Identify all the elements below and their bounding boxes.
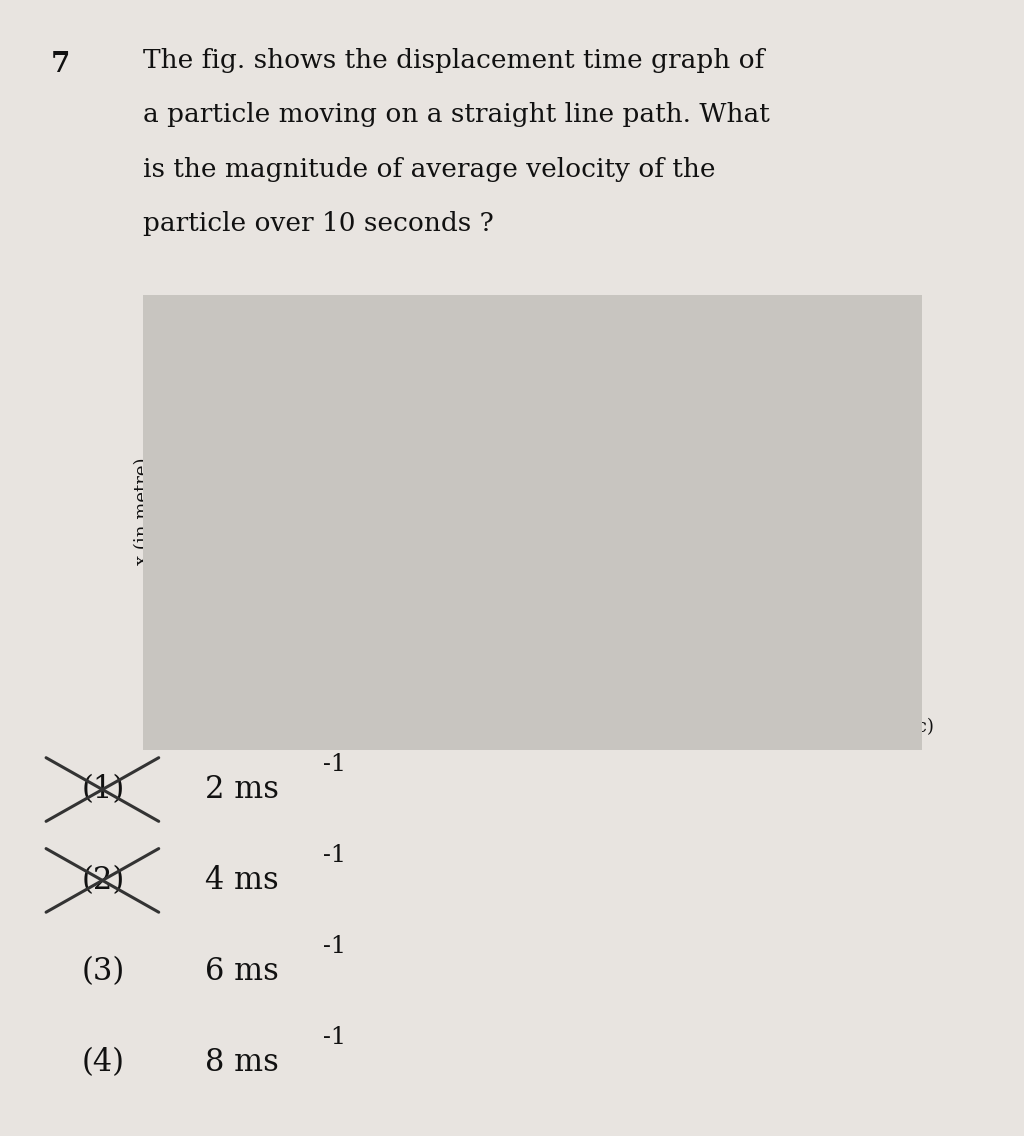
- Text: The fig. shows the displacement time graph of: The fig. shows the displacement time gra…: [143, 48, 765, 73]
- Text: is the magnitude of average velocity of the: is the magnitude of average velocity of …: [143, 157, 716, 182]
- Text: (1): (1): [82, 774, 125, 805]
- Text: -1: -1: [323, 753, 345, 776]
- Text: 10: 10: [193, 641, 215, 658]
- Text: 8 ms: 8 ms: [205, 1046, 279, 1078]
- Text: -1: -1: [323, 844, 345, 867]
- Text: 20: 20: [193, 585, 215, 603]
- Text: (3): (3): [82, 955, 125, 987]
- Text: particle over 10 seconds ?: particle over 10 seconds ?: [143, 211, 495, 236]
- Text: 8: 8: [690, 718, 702, 736]
- Text: 6 ms: 6 ms: [205, 955, 279, 987]
- Text: 30: 30: [193, 529, 215, 548]
- Text: (2): (2): [82, 864, 125, 896]
- Text: -1: -1: [323, 1026, 345, 1049]
- Text: 40: 40: [193, 475, 215, 493]
- Text: (4): (4): [82, 1046, 125, 1078]
- Text: 4: 4: [460, 718, 472, 736]
- Text: 60: 60: [193, 365, 215, 382]
- Text: t sec): t sec): [884, 718, 934, 736]
- Text: -1: -1: [323, 935, 345, 958]
- Text: a particle moving on a straight line path. What: a particle moving on a straight line pat…: [143, 102, 770, 127]
- Text: 7: 7: [51, 51, 71, 78]
- Text: 6: 6: [575, 718, 587, 736]
- Text: 2: 2: [345, 718, 356, 736]
- Text: 0: 0: [204, 718, 215, 736]
- Text: 4 ms: 4 ms: [205, 864, 279, 896]
- Text: 2 ms: 2 ms: [205, 774, 279, 805]
- Text: x (in metre): x (in metre): [134, 458, 153, 565]
- Text: 10: 10: [800, 718, 823, 736]
